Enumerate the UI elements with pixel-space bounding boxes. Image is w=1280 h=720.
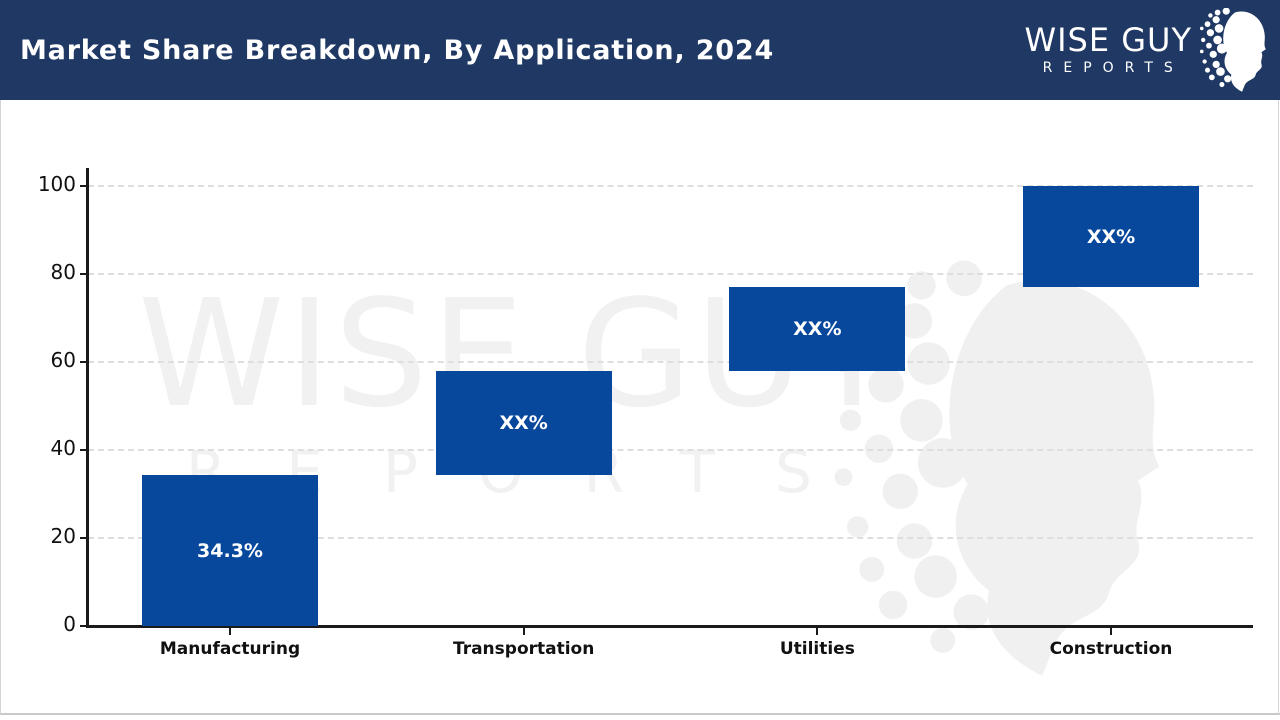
- watermark-text-secondary: REPORTS: [186, 438, 872, 506]
- wiseguy-logo: WISE GUY REPORTS: [1024, 8, 1280, 92]
- watermark-face-icon: [815, 220, 1170, 720]
- wiseguy-face-icon: [1196, 8, 1268, 92]
- left-frame-line: [0, 100, 1, 714]
- header-bar: Market Share Breakdown, By Application, …: [0, 0, 1280, 100]
- logo-subtitle: REPORTS: [1042, 59, 1184, 76]
- logo-wordmark: WISE GUY: [1024, 21, 1192, 60]
- watermark-text-primary: WISE GUY: [138, 268, 900, 440]
- page-title: Market Share Breakdown, By Application, …: [20, 34, 775, 66]
- chart-area: WISE GUY REPORTS: [0, 100, 1280, 714]
- right-frame-line: [1278, 100, 1279, 714]
- bottom-frame-line: [0, 713, 1280, 715]
- wiseguy-logo-text: WISE GUY REPORTS: [1024, 24, 1192, 76]
